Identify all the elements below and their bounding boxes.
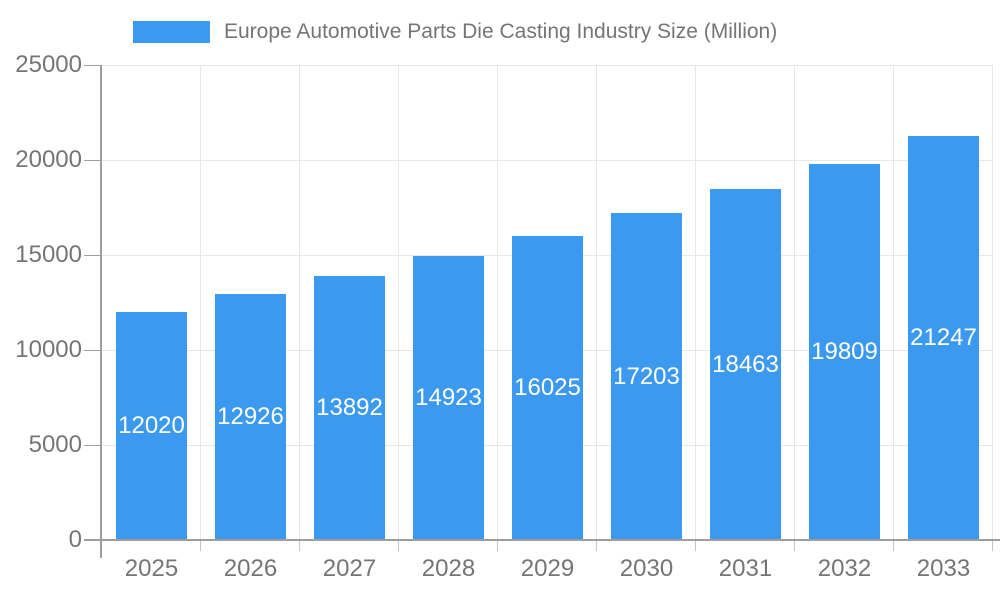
x-gridline	[497, 65, 498, 540]
x-gridline	[596, 65, 597, 540]
bar-value-label: 18463	[712, 350, 779, 378]
x-tick	[794, 541, 795, 551]
bar-value-label: 14923	[415, 384, 482, 411]
x-gridline	[299, 65, 300, 540]
x-tick	[299, 541, 300, 551]
bar-value-label: 21247	[910, 324, 977, 351]
x-tick	[200, 541, 201, 551]
bar[interactable]: 16025	[512, 236, 583, 540]
x-tick-label: 2031	[718, 555, 773, 582]
x-tick-label: 2030	[619, 555, 674, 582]
legend-label: Europe Automotive Parts Die Casting Indu…	[224, 20, 778, 43]
y-tick-label: 15000	[15, 241, 82, 268]
y-gridline	[102, 65, 993, 66]
x-tick	[695, 541, 696, 551]
x-gridline	[398, 65, 399, 540]
x-tick-label: 2026	[223, 555, 278, 582]
y-tick	[84, 160, 102, 161]
bar-value-label: 19809	[811, 338, 878, 365]
bar-value-label: 17203	[613, 362, 680, 390]
y-tick-label: 20000	[15, 146, 82, 173]
x-tick	[497, 541, 498, 551]
y-axis-line	[100, 65, 102, 558]
x-gridline	[200, 65, 201, 540]
x-tick-label: 2025	[124, 555, 179, 582]
bar-value-label: 13892	[316, 394, 383, 421]
bar[interactable]: 18463	[710, 189, 781, 540]
y-tick	[84, 445, 102, 446]
y-tick-label: 10000	[15, 336, 82, 363]
x-tick	[893, 541, 894, 551]
x-tick-label: 2029	[520, 555, 575, 582]
bar[interactable]: 12020	[116, 312, 187, 540]
x-axis-line	[84, 539, 1000, 541]
x-tick-label: 2033	[916, 555, 971, 582]
bar[interactable]: 14923	[413, 256, 484, 540]
x-tick-label: 2027	[322, 555, 377, 582]
y-tick-label: 25000	[15, 51, 82, 78]
legend-swatch	[133, 21, 210, 43]
x-tick	[398, 541, 399, 551]
x-gridline	[992, 65, 993, 540]
bar[interactable]: 17203	[611, 213, 682, 540]
y-tick	[84, 350, 102, 351]
bar-value-label: 12020	[118, 412, 185, 439]
y-tick-label: 5000	[28, 431, 82, 458]
x-gridline	[893, 65, 894, 540]
bar[interactable]: 21247	[908, 136, 979, 540]
y-gridline	[102, 160, 993, 161]
y-tick-label: 0	[68, 526, 82, 553]
bar-value-label: 12926	[217, 403, 284, 430]
plot-area: 12020 12926 13892 14923 16025 17203 18463 19809…	[102, 65, 993, 540]
legend[interactable]: Europe Automotive Parts Die Casting Indu…	[133, 13, 777, 51]
y-tick	[84, 255, 102, 256]
bar[interactable]: 12926	[215, 294, 286, 540]
x-gridline	[695, 65, 696, 540]
x-tick	[992, 541, 993, 551]
bar[interactable]: 19809	[809, 164, 880, 540]
bar[interactable]: 13892	[314, 276, 385, 540]
bar-value-label: 16025	[514, 374, 581, 401]
x-tick-label: 2028	[421, 555, 476, 582]
x-tick-label: 2032	[817, 555, 872, 582]
x-tick	[596, 541, 597, 551]
x-gridline	[794, 65, 795, 540]
y-tick	[84, 65, 102, 66]
